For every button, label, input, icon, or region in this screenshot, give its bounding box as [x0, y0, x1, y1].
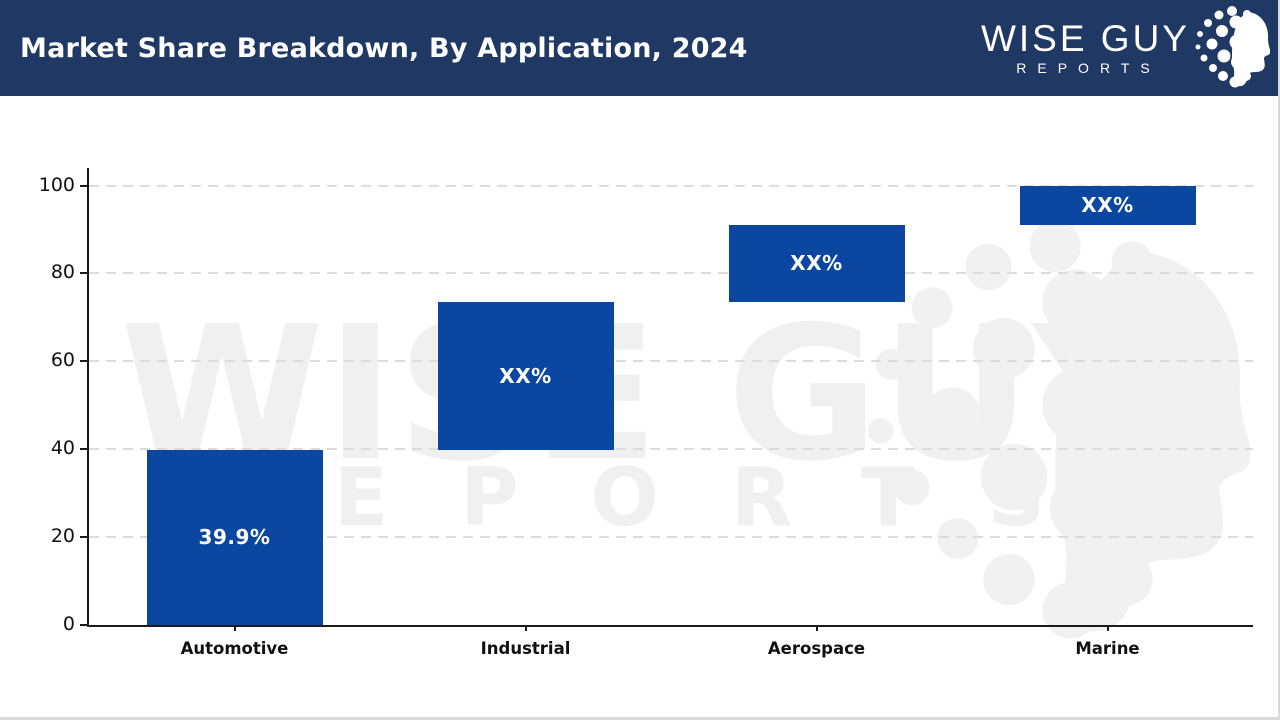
y-tick-label-0: 0: [62, 613, 75, 635]
logo-text: WISE GUY REPORTS: [981, 20, 1190, 76]
gridline-60: [89, 360, 1253, 363]
bar-marine: XX%: [1019, 185, 1196, 226]
gridline-20: [89, 536, 1253, 539]
x-category-label-marine: Marine: [1075, 639, 1140, 658]
gridline-100: [89, 184, 1253, 187]
wise-guy-reports-logo: WISE GUY REPORTS: [981, 6, 1278, 90]
header-bar: Market Share Breakdown, By Application, …: [0, 0, 1278, 96]
y-tick-mark-20: [80, 536, 89, 539]
bar-value-label-aerospace: XX%: [790, 251, 843, 276]
y-tick-label-40: 40: [50, 437, 75, 460]
waterfall-chart: WISE GUY REPORTS 0 20 40 60 80 100 39.9% Automo…: [0, 96, 1278, 717]
y-tick-mark-0: [80, 624, 89, 626]
x-tick-mark-automotive: [233, 625, 236, 631]
dotted-head-icon: [1195, 6, 1270, 88]
y-tick-label-80: 80: [50, 261, 75, 284]
y-tick-label-100: 100: [38, 173, 75, 196]
bar-industrial: XX%: [437, 301, 614, 450]
y-tick-mark-40: [80, 448, 89, 451]
y-tick-mark-80: [80, 272, 89, 275]
x-category-label-industrial: Industrial: [480, 639, 571, 658]
gridline-40: [89, 448, 1253, 451]
logo-subtitle: REPORTS: [1016, 60, 1161, 76]
bar-automotive: 39.9%: [146, 449, 323, 625]
x-category-label-automotive: Automotive: [180, 639, 289, 658]
gridline-80: [89, 272, 1253, 275]
y-tick-label-60: 60: [50, 349, 75, 372]
page-title: Market Share Breakdown, By Application, …: [20, 32, 748, 64]
bar-value-label-industrial: XX%: [499, 363, 552, 388]
y-axis-spine: [87, 168, 89, 627]
bar-value-label-automotive: 39.9%: [198, 525, 271, 550]
y-tick-mark-60: [80, 360, 89, 363]
watermark-subtitle: REPORTS: [200, 451, 1118, 544]
bar-value-label-marine: XX%: [1081, 193, 1134, 218]
watermark-head-icon: [867, 220, 1250, 639]
x-axis-spine: [87, 625, 1253, 627]
logo-wordmark: WISE GUY: [980, 18, 1190, 59]
x-tick-mark-industrial: [524, 625, 527, 631]
x-tick-mark-aerospace: [815, 625, 818, 631]
y-tick-label-20: 20: [50, 525, 75, 548]
bar-aerospace: XX%: [728, 225, 905, 302]
x-category-label-aerospace: Aerospace: [767, 639, 866, 658]
y-tick-mark-100: [80, 184, 89, 187]
